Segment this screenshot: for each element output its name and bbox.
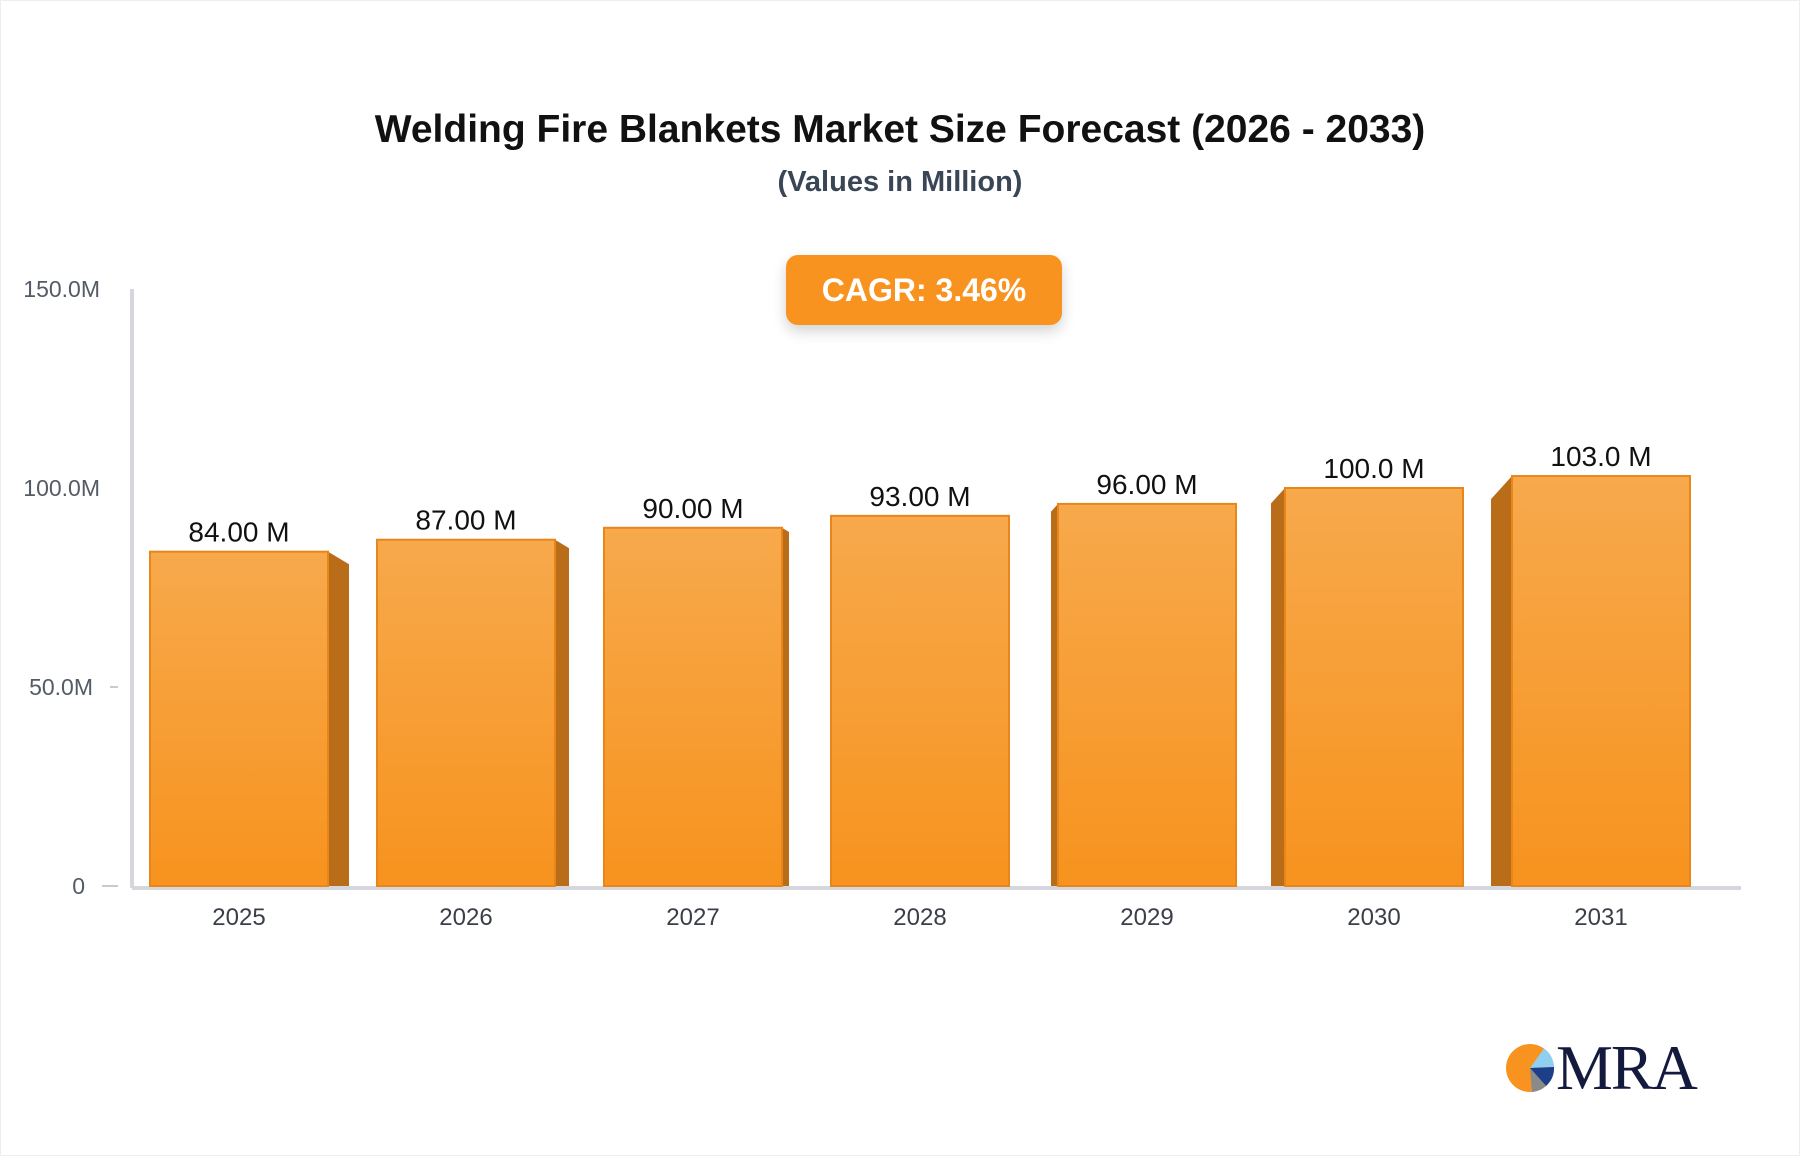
bar-2025 [149,550,329,887]
x-tick-label: 2029 [1120,904,1173,931]
bar-side-face [1271,488,1285,886]
x-tick-label: 2025 [212,904,265,931]
y-tick-label: 50.0M [29,674,93,700]
pie-logo-icon [1506,1044,1555,1092]
bar-2029 [1057,502,1237,887]
bar-side-face [1051,503,1058,886]
y-tick-label: 150.0M [23,276,100,302]
bar-2030 [1284,487,1464,887]
bar-2031 [1511,475,1691,887]
chart-subtitle: (Values in Million) [777,166,1023,198]
y-tick-label: 100.0M [23,475,100,501]
x-tick-label: 2028 [893,904,946,931]
bar-2028 [830,514,1010,887]
bar-side-face [328,551,349,886]
y-tick-label: 0 [72,873,85,899]
x-tick-label: 2027 [666,904,719,931]
data-label: 103.0 M [1550,441,1651,472]
cagr-badge: CAGR: 3.46% [786,255,1062,325]
data-label: 93.00 M [869,481,970,512]
data-label: 96.00 M [1096,469,1197,500]
mra-logo: MRA [1504,1036,1704,1100]
data-label: 84.00 M [188,517,289,548]
x-tick-label: 2031 [1574,904,1627,931]
x-tick-label: 2030 [1347,904,1400,931]
bar-side-face [782,527,789,886]
chart-title: Welding Fire Blankets Market Size Foreca… [374,108,1426,151]
bar-side-face [555,539,569,886]
data-label: 100.0 M [1323,453,1424,484]
bar-2027 [603,526,783,887]
bar-side-face [1491,476,1512,886]
data-label: 87.00 M [415,505,516,536]
bar-2026 [376,538,556,887]
x-tick-label: 2026 [439,904,492,931]
logo-text: MRA [1556,1032,1698,1103]
data-label: 90.00 M [642,493,743,524]
